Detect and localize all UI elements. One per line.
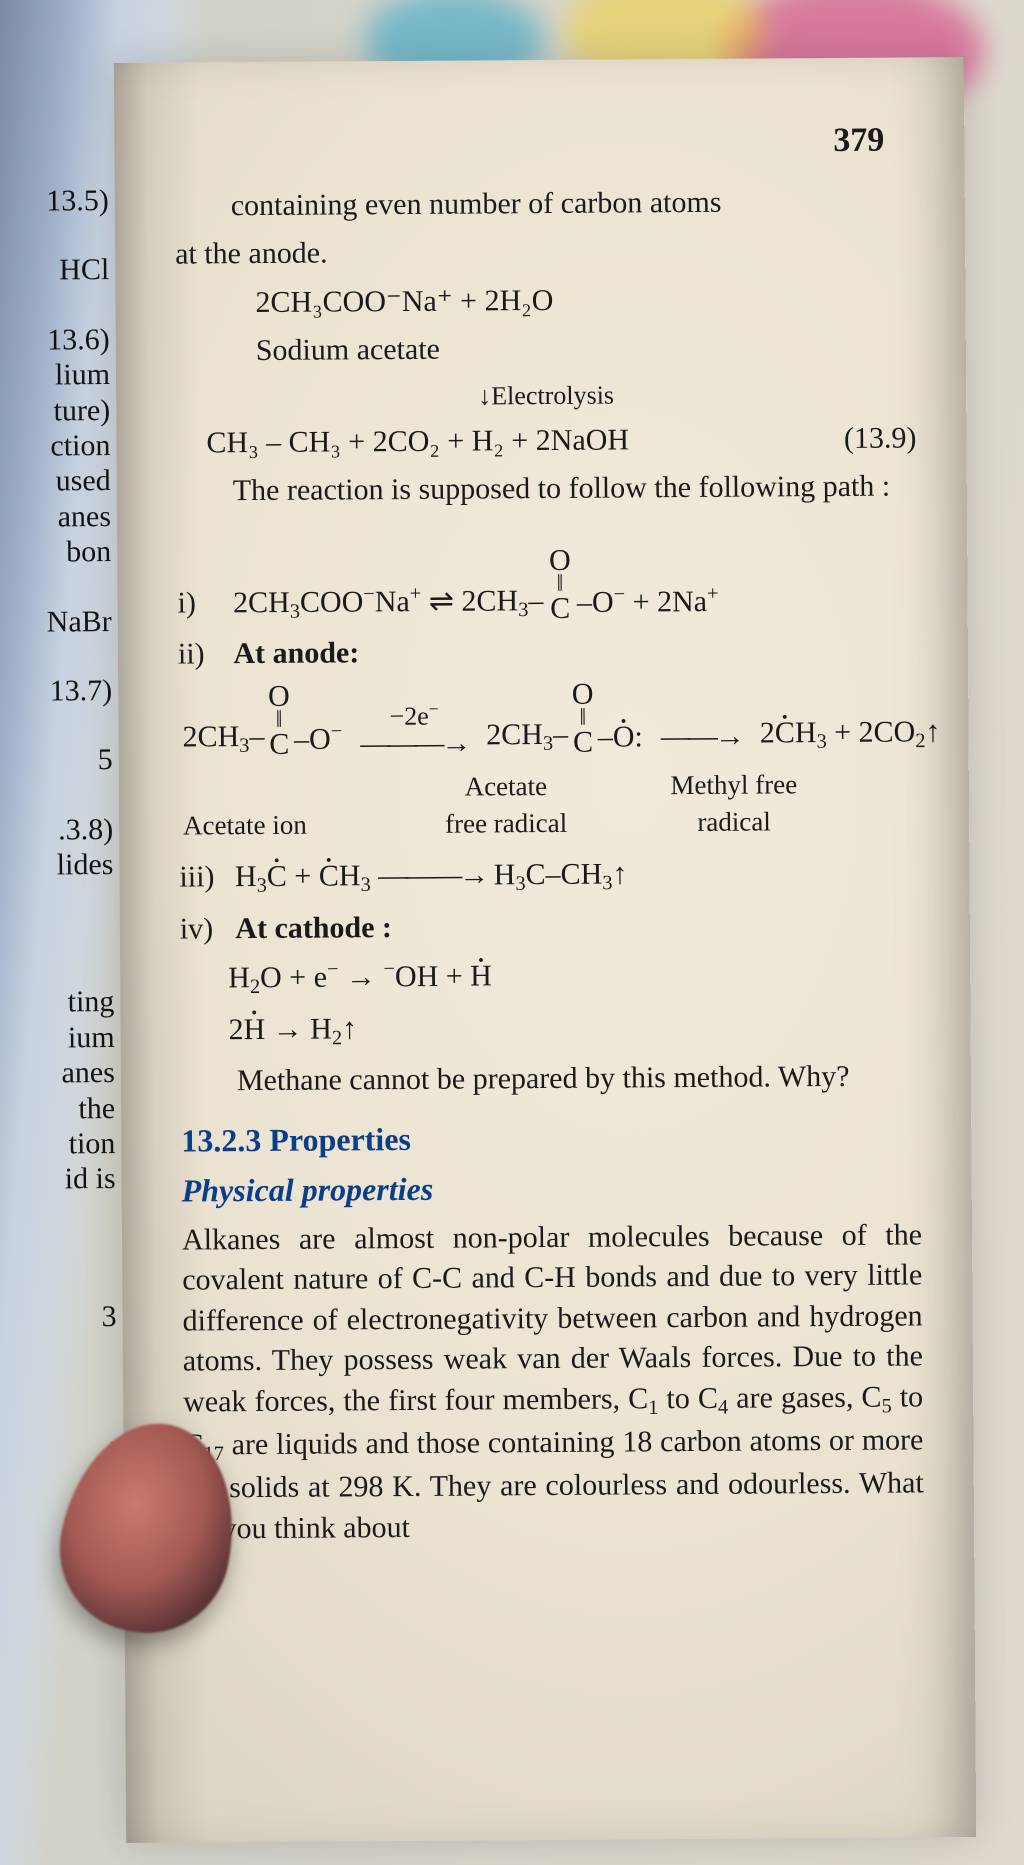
- photo-scene: 13.5)HCl13.6)liumture)ctionusedanesbonNa…: [0, 0, 1024, 1865]
- margin-fragment: ture): [0, 393, 116, 429]
- equation-1-label: Sodium acetate: [176, 327, 916, 373]
- electrolysis-arrow: ↓Electrolysis: [176, 375, 916, 415]
- book-page: 13.5)HCl13.6)liumture)ctionusedanesbonNa…: [114, 57, 976, 1843]
- margin-fragment: [0, 569, 118, 604]
- page-number: 379: [174, 117, 914, 168]
- equation-2-text: CH₃ – CH₃ + 2CO₂ + H₂ + 2NaOH: [206, 423, 629, 459]
- margin-fragment: [0, 708, 118, 743]
- margin-fragment: [2, 916, 120, 951]
- margin-fragment: anes: [3, 1055, 121, 1091]
- margin-fragment: lium: [0, 357, 116, 393]
- anode-labels: Acetate ion Acetatefree radical Methyl f…: [179, 766, 919, 844]
- roman-iv: iv): [180, 909, 228, 950]
- step-ii-label: ii) At anode:: [178, 629, 918, 675]
- cathode-eq-1: H2O + e− → −OH + H: [180, 952, 920, 1002]
- margin-fragment: id is: [3, 1161, 121, 1197]
- margin-fragment: [0, 639, 118, 674]
- section-title: 13.2.3 Properties: [181, 1115, 921, 1163]
- anode-reaction: 2CH3–O‖C–O− −2e−———→ 2CH3–O‖C–O: ——→ 2CH…: [178, 678, 919, 761]
- margin-fragment: [0, 288, 116, 323]
- margin-fragment: ction: [0, 428, 117, 464]
- margin-fragment: 13.5): [0, 183, 115, 219]
- margin-fragment: tion: [3, 1126, 121, 1162]
- section-subtitle: Physical properties: [182, 1164, 922, 1212]
- margin-fragment: 13.6): [0, 322, 116, 358]
- margin-fragment: [1, 778, 119, 813]
- margin-fragment: [4, 1231, 122, 1266]
- label-methyl-radical: Methyl freeradical: [629, 766, 840, 840]
- margin-fragment: lides: [1, 847, 119, 883]
- prev-page-margin: 13.5)HCl13.6)liumture)ctionusedanesbonNa…: [0, 183, 124, 1508]
- margin-fragment: [2, 950, 120, 985]
- follow-text: The reaction is supposed to follow the f…: [177, 467, 917, 513]
- margin-fragment: [4, 1265, 122, 1300]
- equation-number: (13.9): [844, 418, 917, 459]
- label-acetate-ion: Acetate ion: [183, 806, 383, 844]
- margin-fragment: anes: [0, 499, 117, 535]
- cathode-eq-2: 2H → H2↑: [180, 1005, 920, 1053]
- page-content: 379 containing even number of carbon ato…: [114, 57, 974, 1550]
- step-i: i) 2CH3COO−Na+ ⇌ 2CH3– O‖C –O− + 2Na+: [177, 543, 918, 626]
- intro-line1: containing even number of carbon atoms: [175, 181, 915, 227]
- at-anode-label: At anode:: [233, 636, 359, 670]
- margin-fragment: [4, 1197, 122, 1232]
- margin-fragment: 13.7): [0, 673, 118, 709]
- margin-fragment: [5, 1402, 123, 1437]
- equation-1: 2CH₃COO⁻Na⁺ + 2H₂O: [175, 278, 915, 324]
- roman-ii: ii): [178, 634, 226, 675]
- step-iv-label: iv) At cathode :: [180, 904, 920, 950]
- intro-line2: at the anode.: [175, 230, 915, 276]
- methane-question: Methane cannot be prepared by this metho…: [181, 1056, 921, 1102]
- margin-fragment: [0, 218, 115, 253]
- margin-fragment: NaBr: [0, 603, 118, 639]
- margin-fragment: [5, 1334, 123, 1369]
- margin-fragment: used: [0, 463, 117, 499]
- roman-iii: iii): [179, 858, 227, 899]
- label-acetate-radical: Acetatefree radical: [401, 768, 612, 842]
- equation-2: CH₃ – CH₃ + 2CO₂ + H₂ + 2NaOH (13.9): [176, 418, 916, 464]
- margin-fragment: 3: [4, 1299, 122, 1335]
- margin-fragment: the: [3, 1091, 121, 1127]
- margin-fragment: ting: [2, 984, 120, 1020]
- margin-fragment: ium: [2, 1020, 120, 1056]
- margin-fragment: [2, 882, 120, 917]
- roman-i: i): [177, 583, 225, 624]
- step-iii: iii) H3C + CH3 ———→ H3C–CH3↑: [179, 853, 919, 901]
- margin-fragment: .3.8): [1, 812, 119, 848]
- margin-fragment: bon: [0, 534, 117, 570]
- properties-paragraph: Alkanes are almost non-polar molecules b…: [182, 1215, 924, 1550]
- at-cathode-label: At cathode :: [235, 911, 392, 945]
- margin-fragment: 5: [1, 742, 119, 778]
- margin-fragment: [5, 1368, 123, 1403]
- margin-fragment: HCl: [0, 252, 115, 288]
